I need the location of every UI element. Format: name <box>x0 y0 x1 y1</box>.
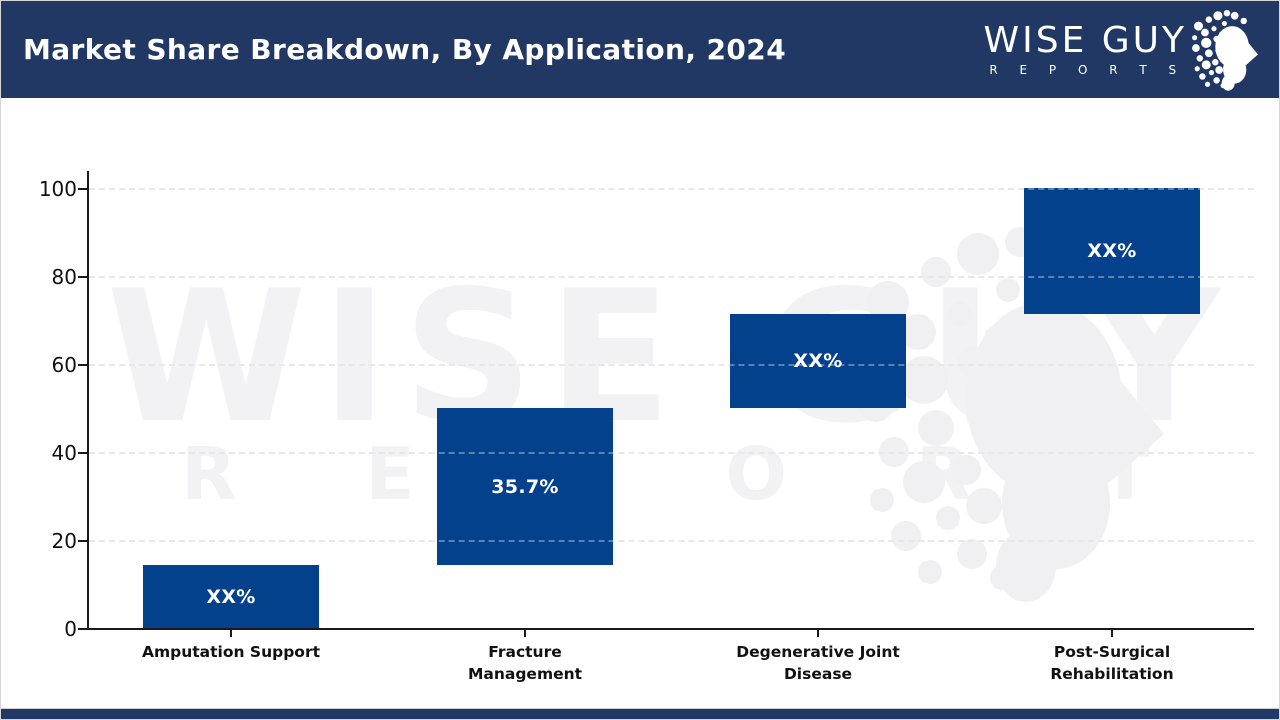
x-axis-tick-mark <box>230 630 232 637</box>
x-axis-category-label: Post-Surgical Rehabilitation <box>1050 643 1174 683</box>
x-axis-category-label: Amputation Support <box>141 643 321 661</box>
market-share-bar: XX% <box>143 565 319 628</box>
bar-value-label: XX% <box>1087 239 1137 262</box>
y-axis-tick-mark <box>78 364 87 366</box>
y-gridline <box>89 188 1254 190</box>
market-share-bar: XX% <box>1024 188 1200 314</box>
y-axis-line <box>87 171 89 630</box>
market-share-bar: XX% <box>730 313 906 408</box>
logo-subtitle: R E P O R T S <box>989 63 1186 77</box>
y-gridline-overlay <box>89 276 1254 278</box>
logo-text: WISE GUY R E P O R T S <box>983 20 1188 77</box>
y-axis-tick-label: 80 <box>51 265 77 289</box>
y-axis-tick-label: 0 <box>64 617 77 641</box>
x-axis-line <box>87 628 1254 630</box>
y-gridline-overlay <box>89 364 1254 366</box>
y-axis-tick-label: 40 <box>51 441 77 465</box>
market-share-bar: 35.7% <box>437 408 613 566</box>
y-gridline-overlay <box>89 452 1254 454</box>
y-axis-tick-mark <box>78 540 87 542</box>
x-axis-tick-mark <box>817 630 819 637</box>
y-gridline <box>89 276 1254 278</box>
y-axis-tick-mark <box>78 628 87 630</box>
y-axis-tick-label: 60 <box>51 353 77 377</box>
y-axis-tick-label: 100 <box>38 177 77 201</box>
y-gridline-overlay <box>89 540 1254 542</box>
dotted-head-logo-icon <box>1192 9 1258 91</box>
x-axis-tick-mark <box>1111 630 1113 637</box>
header-bar: Market Share Breakdown, By Application, … <box>1 1 1279 98</box>
y-gridline <box>89 540 1254 542</box>
y-axis-tick-label: 20 <box>51 529 77 553</box>
x-axis-tick-mark <box>524 630 526 637</box>
y-gridline-overlay <box>89 188 1254 190</box>
chart-area: WISE GUY R E P O R T S 0 20 40 60 80 100 XX% Am… <box>1 98 1279 709</box>
y-gridline <box>89 364 1254 366</box>
y-axis-tick-mark <box>78 452 87 454</box>
bar-value-label: 35.7% <box>491 475 559 498</box>
logo-wordmark: WISE GUY <box>983 20 1187 61</box>
bar-value-label: XX% <box>793 349 843 372</box>
y-axis-tick-mark <box>78 188 87 190</box>
x-axis-category-label: Fracture Management <box>467 643 583 683</box>
y-gridline <box>89 452 1254 454</box>
wise-guy-reports-logo: WISE GUY R E P O R T S <box>984 8 1262 92</box>
bar-value-label: XX% <box>206 585 256 608</box>
page-title: Market Share Breakdown, By Application, … <box>23 33 787 66</box>
x-axis-category-label: Degenerative Joint Disease <box>736 643 900 683</box>
footer-bar <box>1 708 1279 719</box>
y-axis-tick-mark <box>78 276 87 278</box>
